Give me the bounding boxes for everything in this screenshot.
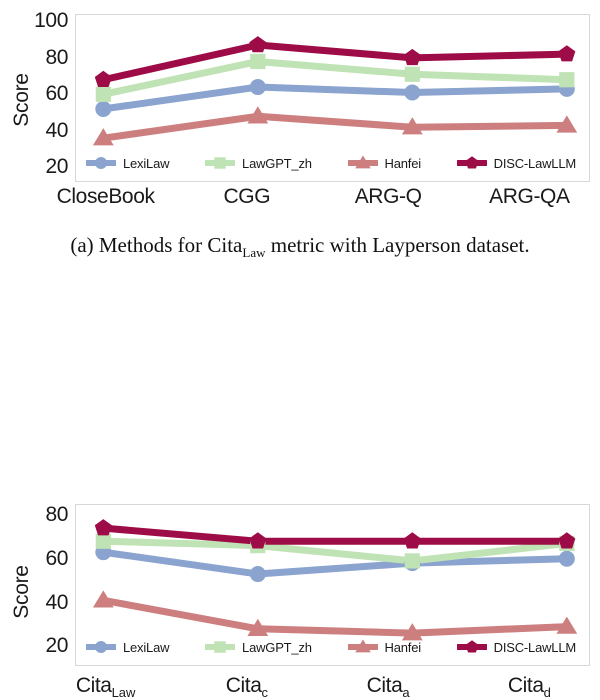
data-point-Hanfei [247, 106, 269, 124]
y-axis-title-b: Score [10, 565, 33, 619]
series-line-Hanfei [99, 596, 571, 637]
data-point-LexiLaw [558, 550, 575, 567]
series-line-Hanfei [99, 112, 571, 142]
legend-item[interactable]: DISC-LawLLM [456, 154, 577, 172]
legend-label: LexiLaw [123, 155, 170, 171]
x-tick-subscript: a [402, 685, 410, 700]
legend-label: DISC-LawLLM [493, 155, 577, 171]
plot-area-a [75, 14, 590, 182]
x-tick-subscript: Law [111, 685, 136, 700]
y-tick-label: 20 [45, 155, 68, 179]
data-point-LawGPT_zh [250, 53, 266, 70]
legend-item[interactable]: LawGPT_zh [205, 638, 312, 656]
series-line-LawGPT_zh [99, 57, 571, 98]
x-tick-text: Cita [507, 674, 544, 697]
y-tick-label: 40 [45, 590, 68, 614]
y-tick-label: 100 [34, 9, 68, 33]
data-point-LexiLaw [249, 566, 266, 583]
y-tick-label: 20 [45, 634, 68, 658]
x-axis-ticks-a: CloseBook CGG ARG-Q ARG-QA [35, 185, 600, 209]
x-tick-label: CitaLaw [35, 674, 176, 700]
data-point-DISC-LawLLM [403, 532, 421, 549]
x-tick-text: CGG [223, 185, 271, 208]
legend-marker-icon [86, 157, 116, 169]
figure-caption-a: (a) Methods for CitaLaw metric with Layp… [0, 233, 600, 261]
x-tick-label: Citad [459, 674, 600, 700]
x-tick-subscript: c [261, 685, 269, 700]
legend-marker-icon [205, 641, 236, 653]
legend-item[interactable]: LawGPT_zh [205, 154, 312, 172]
x-tick-text: Cita [225, 674, 262, 697]
x-axis-ticks-b: CitaLaw Citac Citaa Citad [35, 674, 600, 700]
legend-b: LexiLaw LawGPT_zh Hanfei DISC-LawLLM [78, 634, 586, 660]
data-point-LexiLaw [404, 84, 421, 101]
data-point-LawGPT_zh [404, 66, 420, 82]
x-tick-label: Citaa [318, 674, 459, 700]
legend-marker-icon [205, 157, 236, 169]
caption-a-suffix: metric with Layperson dataset. [265, 233, 530, 257]
legend-label: LawGPT_zh [242, 155, 312, 171]
data-point-DISC-LawLLM [558, 532, 576, 549]
legend-marker-icon [456, 156, 487, 169]
x-tick-label: Citac [176, 674, 317, 700]
y-axis-title-a: Score [10, 73, 33, 127]
series-layer-a [92, 36, 578, 146]
data-point-DISC-LawLLM [558, 45, 576, 62]
data-point-DISC-LawLLM [249, 532, 267, 549]
data-point-Hanfei [401, 117, 423, 135]
legend-marker-icon [347, 155, 378, 169]
y-tick-label: 40 [45, 118, 68, 142]
data-point-LawGPT_zh [95, 86, 111, 102]
data-point-LawGPT_zh [559, 72, 575, 88]
legend-marker-icon [347, 639, 378, 653]
legend-item[interactable]: LexiLaw [86, 154, 169, 172]
data-point-Hanfei [92, 128, 114, 146]
legend-item[interactable]: Hanfei [347, 154, 422, 172]
legend-marker-icon [456, 640, 487, 653]
data-point-LexiLaw [95, 100, 112, 117]
data-point-LexiLaw [249, 79, 266, 96]
data-point-DISC-LawLLM [94, 70, 112, 87]
legend-item[interactable]: LexiLaw [86, 638, 169, 656]
y-tick-label: 80 [45, 45, 68, 69]
x-tick-text: CloseBook [56, 185, 155, 208]
legend-label: LawGPT_zh [242, 639, 312, 655]
legend-item[interactable]: Hanfei [347, 638, 422, 656]
legend-label: Hanfei [384, 639, 422, 655]
x-tick-subscript: d [543, 685, 551, 700]
x-tick-label: ARG-QA [459, 185, 600, 209]
x-tick-text: ARG-Q [354, 185, 422, 208]
y-tick-label: 60 [45, 82, 68, 106]
series-line-DISC-LawLLM [99, 524, 571, 545]
series-line-DISC-LawLLM [99, 41, 571, 84]
chart-panel-b: 80 60 40 20 Score CitaLaw Citac Citaa Citad Le… [0, 228, 600, 700]
x-tick-label: CGG [176, 185, 317, 209]
x-tick-text: ARG-QA [489, 185, 570, 208]
x-tick-text: Cita [366, 674, 403, 697]
x-tick-label: ARG-Q [318, 185, 459, 209]
legend-label: DISC-LawLLM [493, 639, 577, 655]
data-point-DISC-LawLLM [403, 48, 421, 66]
data-point-Hanfei [556, 115, 578, 133]
legend-label: LexiLaw [123, 639, 170, 655]
legend-item[interactable]: DISC-LawLLM [456, 638, 577, 656]
y-tick-label: 80 [45, 502, 68, 526]
chart-panel-a: 100 80 60 40 20 Score CloseBook CGG ARG-Q ARG-Q… [0, 0, 600, 228]
caption-a-prefix: (a) Methods for Cita [70, 233, 243, 257]
data-point-LawGPT_zh [95, 533, 111, 549]
legend-label: Hanfei [384, 155, 422, 171]
legend-a: LexiLaw LawGPT_zh Hanfei DISC-LawLLM [78, 150, 586, 176]
legend-marker-icon [86, 641, 116, 653]
y-tick-label: 60 [45, 546, 68, 570]
data-point-DISC-LawLLM [249, 36, 267, 53]
data-point-LawGPT_zh [404, 553, 420, 569]
x-tick-text: Cita [75, 674, 112, 697]
caption-a-subscript: Law [242, 245, 266, 261]
series-line-LexiLaw [99, 83, 571, 113]
x-tick-label: CloseBook [35, 185, 176, 209]
y-axis-ticks-a: 100 80 60 40 20 [22, 9, 68, 182]
data-point-DISC-LawLLM [94, 519, 112, 536]
